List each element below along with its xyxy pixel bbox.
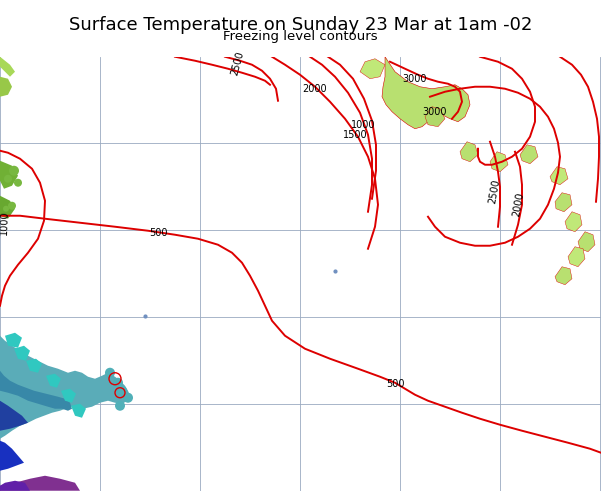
Polygon shape bbox=[46, 374, 61, 388]
Polygon shape bbox=[0, 77, 12, 97]
Polygon shape bbox=[5, 333, 22, 348]
Text: 3000: 3000 bbox=[423, 107, 447, 117]
Circle shape bbox=[105, 368, 115, 378]
Polygon shape bbox=[578, 232, 595, 252]
Polygon shape bbox=[0, 57, 15, 77]
Polygon shape bbox=[0, 371, 72, 411]
Polygon shape bbox=[0, 161, 18, 189]
Polygon shape bbox=[0, 401, 28, 431]
Polygon shape bbox=[565, 212, 582, 232]
Circle shape bbox=[117, 386, 127, 396]
Polygon shape bbox=[61, 389, 76, 403]
Text: 1000: 1000 bbox=[351, 120, 375, 130]
Polygon shape bbox=[0, 441, 24, 471]
Circle shape bbox=[123, 393, 133, 403]
Circle shape bbox=[113, 378, 123, 388]
Polygon shape bbox=[550, 167, 568, 185]
Polygon shape bbox=[0, 316, 130, 439]
Text: 500: 500 bbox=[386, 379, 404, 389]
Text: 2000: 2000 bbox=[511, 192, 525, 218]
Text: 1500: 1500 bbox=[343, 130, 367, 140]
Circle shape bbox=[115, 401, 125, 411]
Text: 2000: 2000 bbox=[303, 84, 328, 94]
Polygon shape bbox=[0, 476, 80, 491]
Polygon shape bbox=[0, 481, 30, 491]
Text: 1000: 1000 bbox=[0, 210, 10, 235]
Polygon shape bbox=[0, 196, 15, 218]
Circle shape bbox=[3, 206, 9, 212]
Text: 500: 500 bbox=[149, 228, 167, 238]
Polygon shape bbox=[520, 145, 538, 164]
Text: 3000: 3000 bbox=[403, 74, 427, 84]
Text: 2500: 2500 bbox=[230, 51, 246, 77]
Polygon shape bbox=[555, 193, 572, 212]
Polygon shape bbox=[14, 346, 30, 361]
Polygon shape bbox=[382, 57, 470, 129]
Text: 2500: 2500 bbox=[487, 179, 501, 205]
Circle shape bbox=[4, 175, 12, 183]
Text: Surface Temperature on Sunday 23 Mar at 1am -02: Surface Temperature on Sunday 23 Mar at … bbox=[69, 16, 532, 34]
Polygon shape bbox=[568, 247, 585, 267]
Polygon shape bbox=[555, 267, 572, 285]
Polygon shape bbox=[490, 152, 508, 172]
Text: Freezing level contours: Freezing level contours bbox=[223, 30, 378, 43]
Polygon shape bbox=[360, 59, 385, 79]
Polygon shape bbox=[460, 142, 478, 162]
Polygon shape bbox=[425, 107, 445, 127]
Circle shape bbox=[9, 166, 19, 176]
Polygon shape bbox=[71, 404, 86, 418]
Polygon shape bbox=[26, 359, 42, 373]
Circle shape bbox=[8, 202, 16, 210]
Circle shape bbox=[14, 179, 22, 187]
